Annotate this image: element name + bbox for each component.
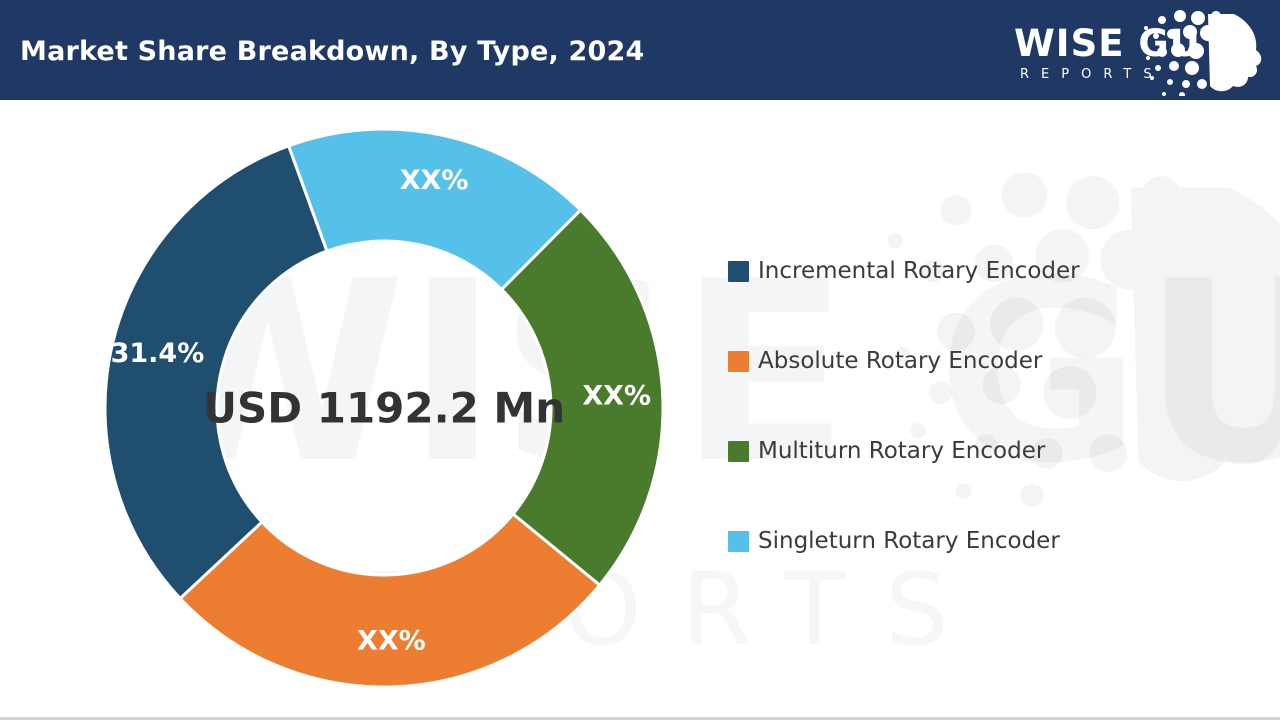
donut-slice-3 (287, 127, 583, 292)
legend-label-multiturn: Multiturn Rotary Encoder (758, 438, 1046, 464)
donut-slice-0 (103, 144, 329, 600)
page-title: Market Share Breakdown, By Type, 2024 (20, 36, 645, 67)
watermark-brand-text: WISE GUY (130, 227, 1280, 518)
bottom-divider (0, 717, 1280, 720)
logo-face-profile (1208, 14, 1262, 92)
donut-chart: USD 1192.2 Mn 31.4% XX% XX% XX% (103, 127, 665, 689)
legend-item-singleturn: Singleturn Rotary Encoder (728, 527, 1080, 555)
legend-item-absolute: Absolute Rotary Encoder (728, 347, 1080, 375)
chart-legend: Incremental Rotary Encoder Absolute Rota… (728, 257, 1080, 555)
legend-swatch-singleturn (728, 530, 749, 552)
legend-item-multiturn: Multiturn Rotary Encoder (728, 437, 1080, 465)
legend-label-singleturn: Singleturn Rotary Encoder (758, 528, 1060, 554)
slice-label-1: XX% (357, 625, 426, 656)
donut-slice-1 (178, 512, 602, 689)
legend-swatch-incremental (728, 260, 749, 282)
slice-label-0: 31.4% (111, 338, 205, 369)
slice-label-3: XX% (400, 165, 469, 196)
slice-label-2: XX% (582, 381, 651, 412)
legend-swatch-absolute (728, 350, 749, 372)
wise-guy-reports-logo: WISE GUY REPORTS (1014, 10, 1262, 96)
legend-item-incremental: Incremental Rotary Encoder (728, 257, 1080, 285)
legend-label-incremental: Incremental Rotary Encoder (758, 258, 1080, 284)
chart-center-value: USD 1192.2 Mn (203, 384, 565, 433)
logo-sub-wordmark: REPORTS (1020, 67, 1164, 82)
donut-slice-2 (500, 208, 665, 587)
logo-wordmark: WISE GUY (1014, 22, 1229, 65)
header-bar: Market Share Breakdown, By Type, 2024 (0, 0, 1280, 100)
legend-label-absolute: Absolute Rotary Encoder (758, 348, 1043, 374)
legend-swatch-multiturn (728, 440, 749, 462)
